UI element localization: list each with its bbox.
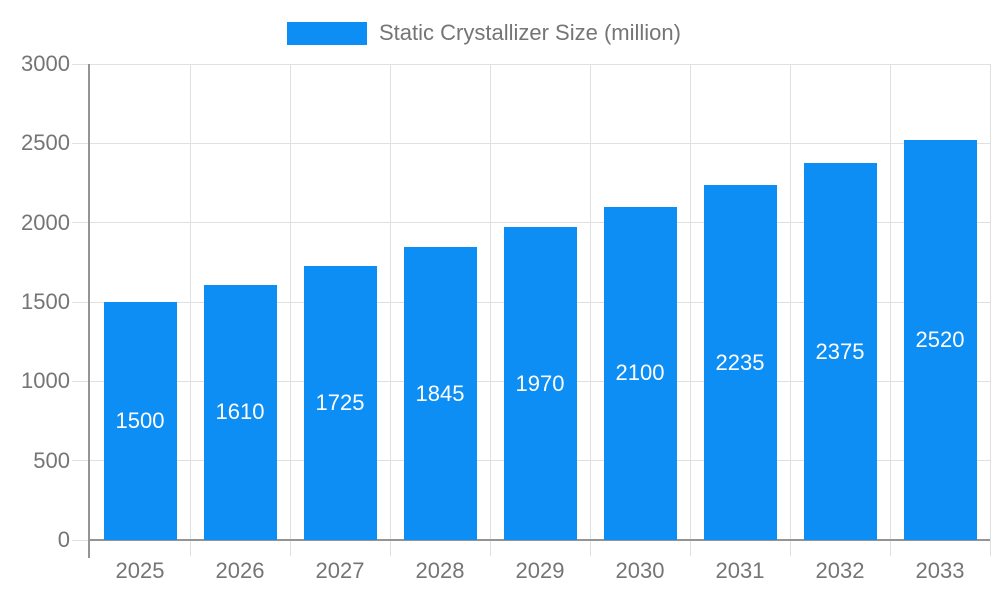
x-axis-tick-label: 2029 [515, 558, 565, 583]
x-axis-tick-label: 2031 [715, 558, 765, 583]
bar-value-label: 2375 [815, 338, 865, 364]
gridline-vertical [189, 64, 191, 556]
x-axis-tick-label: 2032 [815, 558, 865, 583]
bar-value-label: 1610 [215, 399, 265, 425]
gridline-vertical [389, 64, 391, 556]
bar-2026[interactable]: 1610 [203, 284, 277, 540]
gridline-vertical [589, 64, 591, 556]
gridline-vertical [889, 64, 891, 556]
x-axis-tick-label: 2033 [915, 558, 965, 583]
y-axis-tick-label: 2000 [21, 209, 70, 235]
bar-value-label: 1725 [315, 390, 365, 416]
legend-swatch [287, 21, 367, 45]
y-axis-tick-label: 0 [57, 527, 70, 552]
bar-2028[interactable]: 1845 [403, 247, 477, 540]
bar-2032[interactable]: 2375 [803, 163, 877, 540]
bar-2027[interactable]: 1725 [303, 266, 377, 540]
x-axis-line [88, 539, 990, 541]
x-axis-tick-label: 2027 [315, 558, 365, 583]
bar-2030[interactable]: 2100 [603, 206, 677, 540]
gridline-horizontal [72, 222, 990, 224]
bar-2029[interactable]: 1970 [503, 227, 577, 540]
x-axis-tick-label: 2028 [415, 558, 465, 583]
gridline-vertical [689, 64, 691, 556]
bar-value-label: 1845 [415, 380, 465, 406]
x-axis-tick-label: 2026 [215, 558, 265, 583]
bar-value-label: 2520 [915, 327, 965, 353]
gridline-horizontal [72, 63, 990, 65]
x-axis-tick-label: 2030 [615, 558, 665, 583]
bar-2031[interactable]: 2235 [703, 185, 777, 540]
legend-label: Static Crystallizer Size (million) [379, 20, 681, 45]
y-axis-tick-label: 1000 [21, 368, 70, 394]
y-axis-tick-label: 2500 [21, 130, 70, 156]
bar-2025[interactable]: 1500 [103, 302, 177, 540]
gridline-vertical [289, 64, 291, 556]
gridline-vertical [489, 64, 491, 556]
legend[interactable]: Static Crystallizer Size (million) [287, 20, 681, 46]
bar-2033[interactable]: 2520 [903, 140, 977, 540]
x-axis-tick-label: 2025 [115, 558, 165, 583]
y-axis-line [88, 64, 90, 558]
y-axis-tick-label: 500 [33, 447, 70, 473]
gridline-horizontal [72, 142, 990, 144]
y-axis-tick-label: 3000 [21, 51, 70, 76]
y-axis-tick-label: 1500 [21, 289, 70, 314]
bar-value-label: 2235 [715, 349, 765, 375]
gridline-vertical [989, 64, 991, 556]
bar-value-label: 1500 [115, 408, 165, 433]
bar-value-label: 2100 [615, 360, 665, 386]
gridline-vertical [789, 64, 791, 556]
bar-value-label: 1970 [515, 370, 565, 396]
